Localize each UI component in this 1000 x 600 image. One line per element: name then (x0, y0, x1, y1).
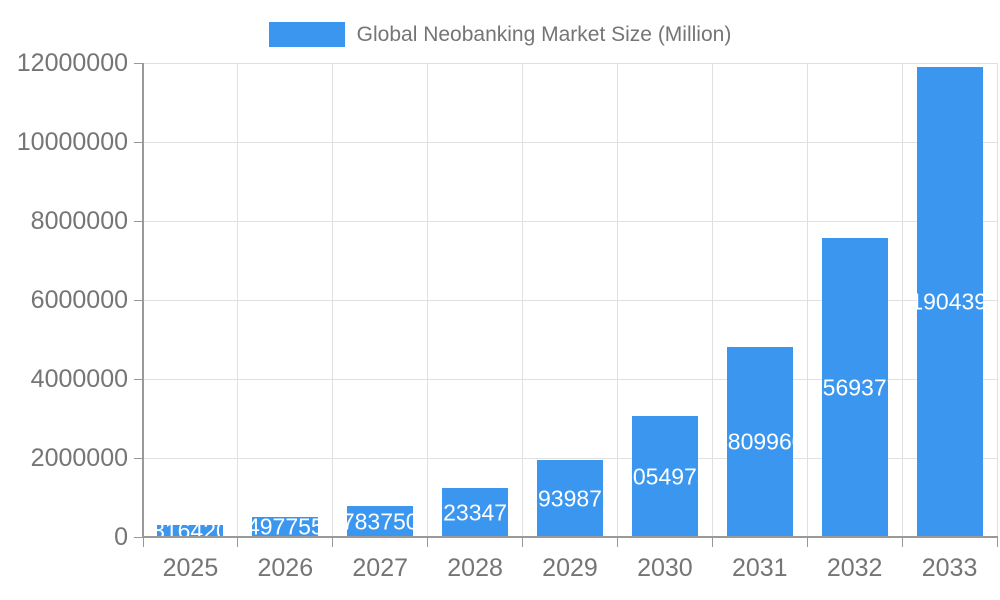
bar-value-label: 7569377 (822, 374, 888, 400)
h-gridline (143, 62, 997, 64)
bar-value-label: 1233478 (442, 499, 508, 526)
bar-2026[interactable]: 497755 (252, 517, 319, 537)
x-tick (332, 538, 334, 547)
y-axis-label: 8000000 (30, 207, 128, 235)
v-gridline (616, 63, 618, 537)
h-gridline (143, 299, 997, 301)
x-tick (142, 538, 144, 547)
x-tick (711, 538, 713, 547)
y-tick (134, 300, 143, 301)
x-axis-line (142, 536, 998, 538)
y-tick (134, 142, 143, 143)
y-tick (134, 458, 143, 459)
x-axis-label: 2032 (826, 554, 883, 582)
x-axis-label: 2033 (921, 554, 978, 582)
chart-legend[interactable]: Global Neobanking Market Size (Million) (0, 21, 1000, 48)
y-axis-label: 10000000 (16, 128, 128, 156)
bar-2027[interactable]: 783750 (347, 506, 414, 537)
bar-value-label: 316420 (157, 525, 223, 537)
x-tick (237, 538, 239, 547)
v-gridline (332, 63, 334, 537)
h-gridline (143, 457, 997, 459)
h-gridline (143, 220, 997, 222)
x-axis-label: 2026 (257, 554, 314, 582)
v-gridline (806, 63, 808, 537)
legend-color-swatch (268, 22, 345, 47)
x-tick (996, 538, 998, 547)
bar-2031[interactable]: 4809960 (726, 347, 793, 537)
bar-2033[interactable]: 11904399 (916, 66, 983, 537)
bar-value-label: 11904399 (916, 288, 983, 315)
y-axis-label: 0 (114, 523, 128, 551)
bar-value-label: 3054973 (632, 463, 698, 490)
y-axis-label: 12000000 (16, 49, 128, 77)
y-axis-label: 6000000 (30, 286, 128, 314)
y-tick (134, 221, 143, 222)
x-axis-label: 2025 (162, 554, 219, 582)
x-axis-label: 2027 (352, 554, 409, 582)
h-gridline (143, 141, 997, 143)
bar-value-label: 1939877 (537, 485, 603, 512)
y-axis-label: 4000000 (30, 365, 128, 393)
h-gridline (143, 378, 997, 380)
bar-2025[interactable]: 316420 (157, 524, 224, 537)
v-gridline (522, 63, 524, 537)
bar-value-label: 497755 (252, 517, 319, 537)
x-axis-label: 2030 (637, 554, 693, 582)
legend-label: Global Neobanking Market Size (Million) (356, 23, 732, 46)
x-axis-label: 2031 (731, 554, 788, 582)
plot-area: 316420 497755 783750 1233478 1939877 3054973 4… (142, 62, 998, 537)
v-gridline (237, 63, 239, 537)
bar-2029[interactable]: 1939877 (537, 460, 603, 537)
bar-2030[interactable]: 3054973 (631, 416, 698, 537)
v-gridline (427, 63, 429, 537)
x-tick (901, 538, 903, 547)
x-tick (522, 538, 524, 547)
x-tick (616, 538, 618, 547)
y-tick (134, 379, 143, 380)
x-axis-label: 2029 (542, 554, 598, 582)
y-axis-label: 2000000 (30, 444, 128, 472)
v-gridline (996, 63, 998, 537)
y-axis-line (142, 63, 144, 538)
x-axis-label: 2028 (447, 554, 503, 582)
x-tick (806, 538, 808, 547)
bar-2028[interactable]: 1233478 (442, 488, 509, 537)
v-gridline (711, 63, 713, 537)
bar-value-label: 4809960 (727, 428, 793, 455)
bar-2032[interactable]: 7569377 (821, 238, 888, 537)
y-tick (134, 63, 143, 64)
v-gridline (901, 63, 903, 537)
bar-value-label: 783750 (347, 508, 414, 535)
x-tick (427, 538, 429, 547)
y-tick (134, 537, 143, 538)
